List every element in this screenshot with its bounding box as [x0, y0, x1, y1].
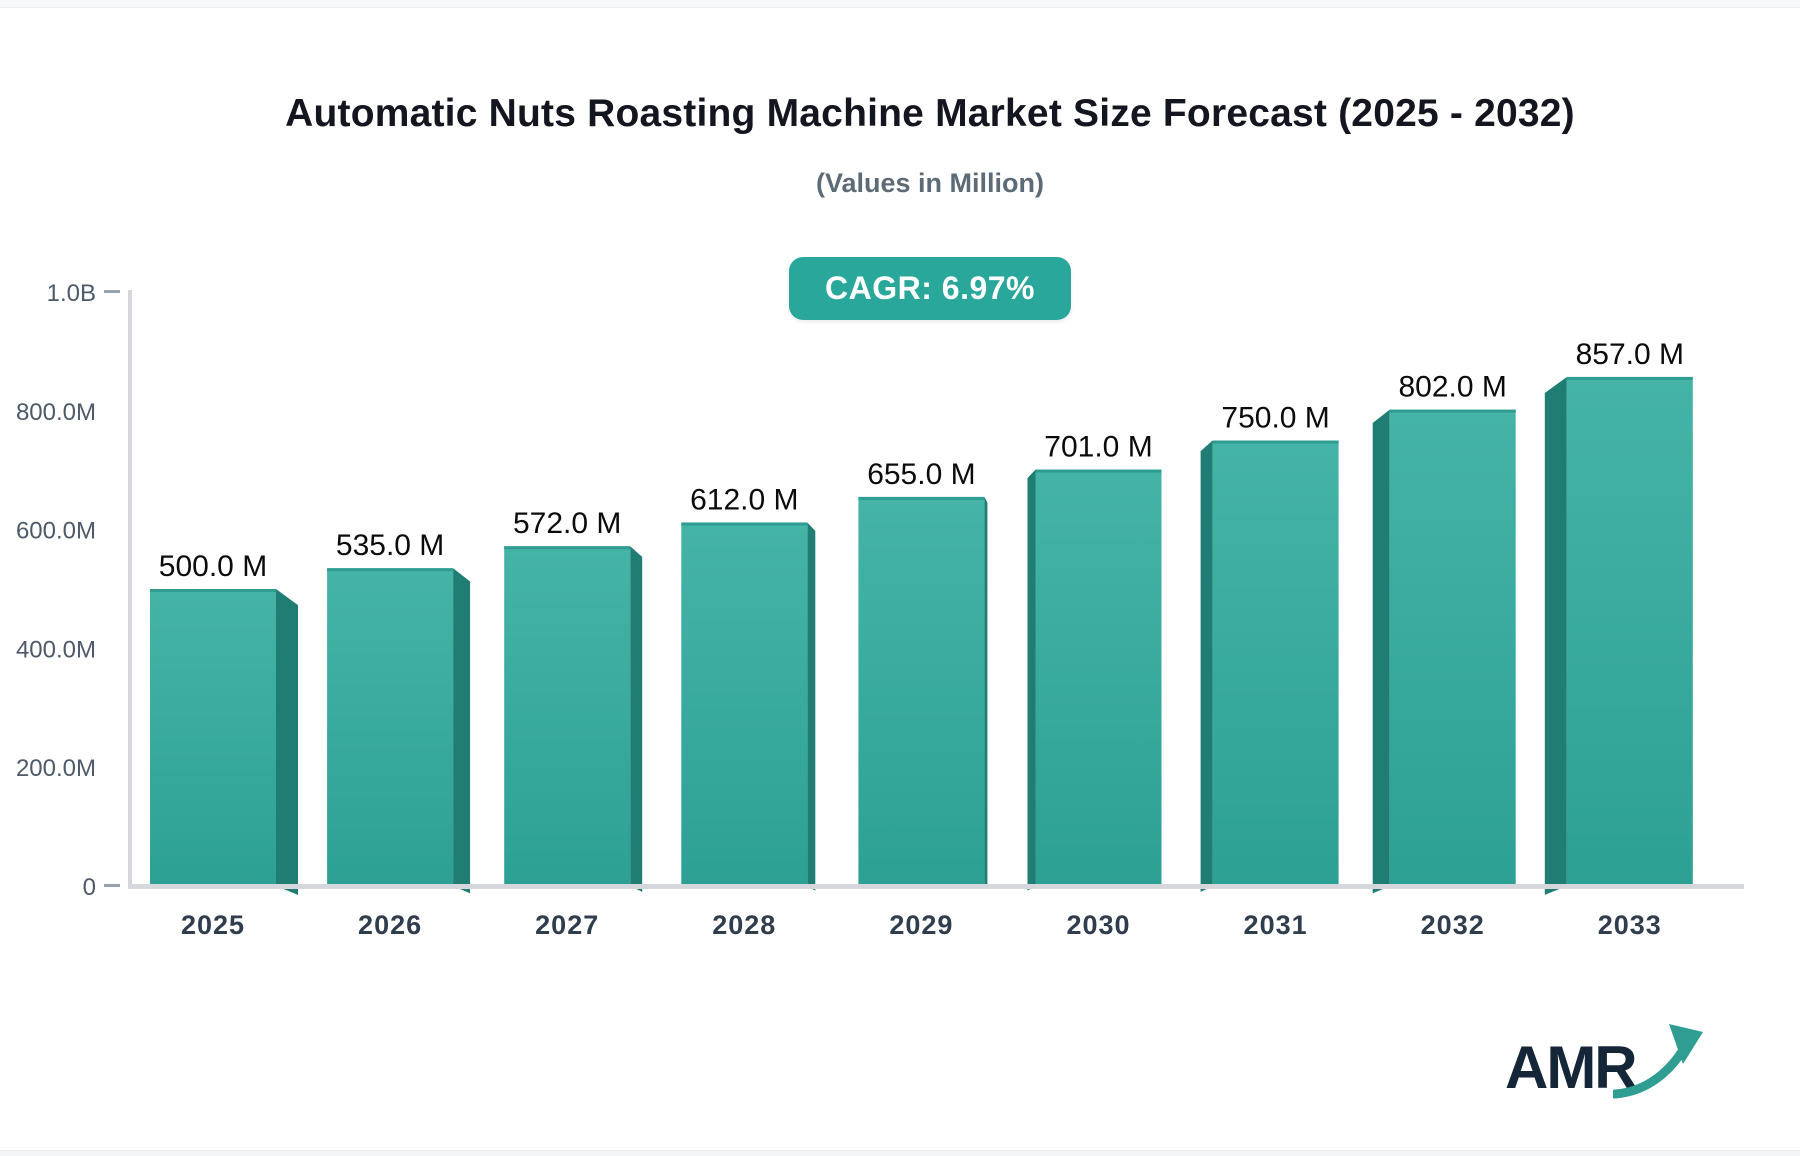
cagr-badge: CAGR: 6.97% [789, 257, 1071, 320]
bar-value-label-2029: 655.0 M [867, 458, 975, 491]
x-axis-label-2026: 2026 [358, 910, 422, 940]
bar-side-face-2032 [1372, 409, 1390, 894]
y-tick-label: 1.0B [47, 280, 96, 307]
x-axis-label-2033: 2033 [1598, 910, 1662, 940]
y-tick-label: 400.0M [16, 636, 96, 663]
bar-value-label-2025: 500.0 M [159, 550, 267, 583]
bar-2027[interactable] [504, 546, 631, 886]
x-axis-label-2032: 2032 [1421, 910, 1485, 940]
y-tick-label: 600.0M [16, 518, 96, 545]
growth-arrow-icon [1613, 1024, 1703, 1099]
bar-2031[interactable] [1212, 440, 1339, 887]
bar-value-label-2030: 701.0 M [1044, 431, 1152, 464]
y-tick-label: 200.0M [16, 755, 96, 782]
bar-top-edge-2027 [504, 546, 631, 550]
top-border [0, 0, 1800, 8]
bar-top-edge-2030 [1035, 469, 1162, 473]
bar-side-face-2028 [807, 522, 816, 891]
bottom-border [0, 1150, 1800, 1156]
bar-side-face-2033 [1544, 376, 1567, 895]
y-tick-label: 800.0M [16, 399, 96, 426]
x-axis-line [128, 884, 1744, 889]
bar-top-edge-2031 [1212, 440, 1339, 444]
bar-value-label-2031: 750.0 M [1221, 402, 1329, 435]
bar-side-face-2029 [984, 496, 988, 890]
bar-side-face-2027 [630, 546, 643, 892]
bar-value-label-2033: 857.0 M [1576, 338, 1684, 371]
chart-title: Automatic Nuts Roasting Machine Market S… [285, 92, 1575, 135]
bar-value-label-2028: 612.0 M [690, 483, 798, 516]
bar-top-edge-2033 [1566, 376, 1693, 380]
bar-side-face-2026 [453, 568, 471, 894]
bar-side-face-2030 [1027, 469, 1036, 891]
x-axis-label-2030: 2030 [1066, 910, 1130, 940]
x-axis-label-2025: 2025 [181, 910, 245, 940]
bar-top-edge-2025 [150, 589, 276, 592]
bar-2028[interactable] [681, 522, 808, 886]
chart-subtitle: (Values in Million) [815, 168, 1045, 198]
y-axis-line [128, 290, 132, 888]
bar-2026[interactable] [327, 568, 454, 886]
bar-2030[interactable] [1035, 469, 1162, 886]
bar-top-edge-2026 [327, 568, 454, 572]
bar-side-face-2025 [276, 589, 298, 895]
x-axis-label-2029: 2029 [889, 910, 953, 940]
y-tick-label: 0 [83, 874, 96, 901]
bar-top-edge-2029 [858, 496, 985, 500]
bar-2025[interactable] [150, 589, 276, 886]
bar-top-edge-2032 [1389, 409, 1516, 413]
x-axis-label-2027: 2027 [535, 910, 599, 940]
x-axis-label-2031: 2031 [1244, 910, 1308, 940]
bar-2029[interactable] [858, 496, 985, 886]
bar-2033[interactable] [1566, 376, 1693, 886]
y-tick-mark [104, 884, 120, 887]
amr-logo: AMR [1505, 1020, 1705, 1110]
bar-value-label-2027: 572.0 M [513, 507, 621, 540]
bar-2032[interactable] [1389, 409, 1516, 886]
bar-chart: 0 200.0M 400.0M 600.0M 800.0M 1.0B 500.0 M 2025… [16, 280, 1744, 940]
bar-value-label-2026: 535.0 M [336, 529, 444, 562]
bar-value-label-2032: 802.0 M [1398, 371, 1506, 404]
bar-side-face-2031 [1200, 440, 1213, 892]
x-axis-label-2028: 2028 [712, 910, 776, 940]
y-tick-mark [104, 290, 120, 293]
bar-top-edge-2028 [681, 522, 808, 526]
